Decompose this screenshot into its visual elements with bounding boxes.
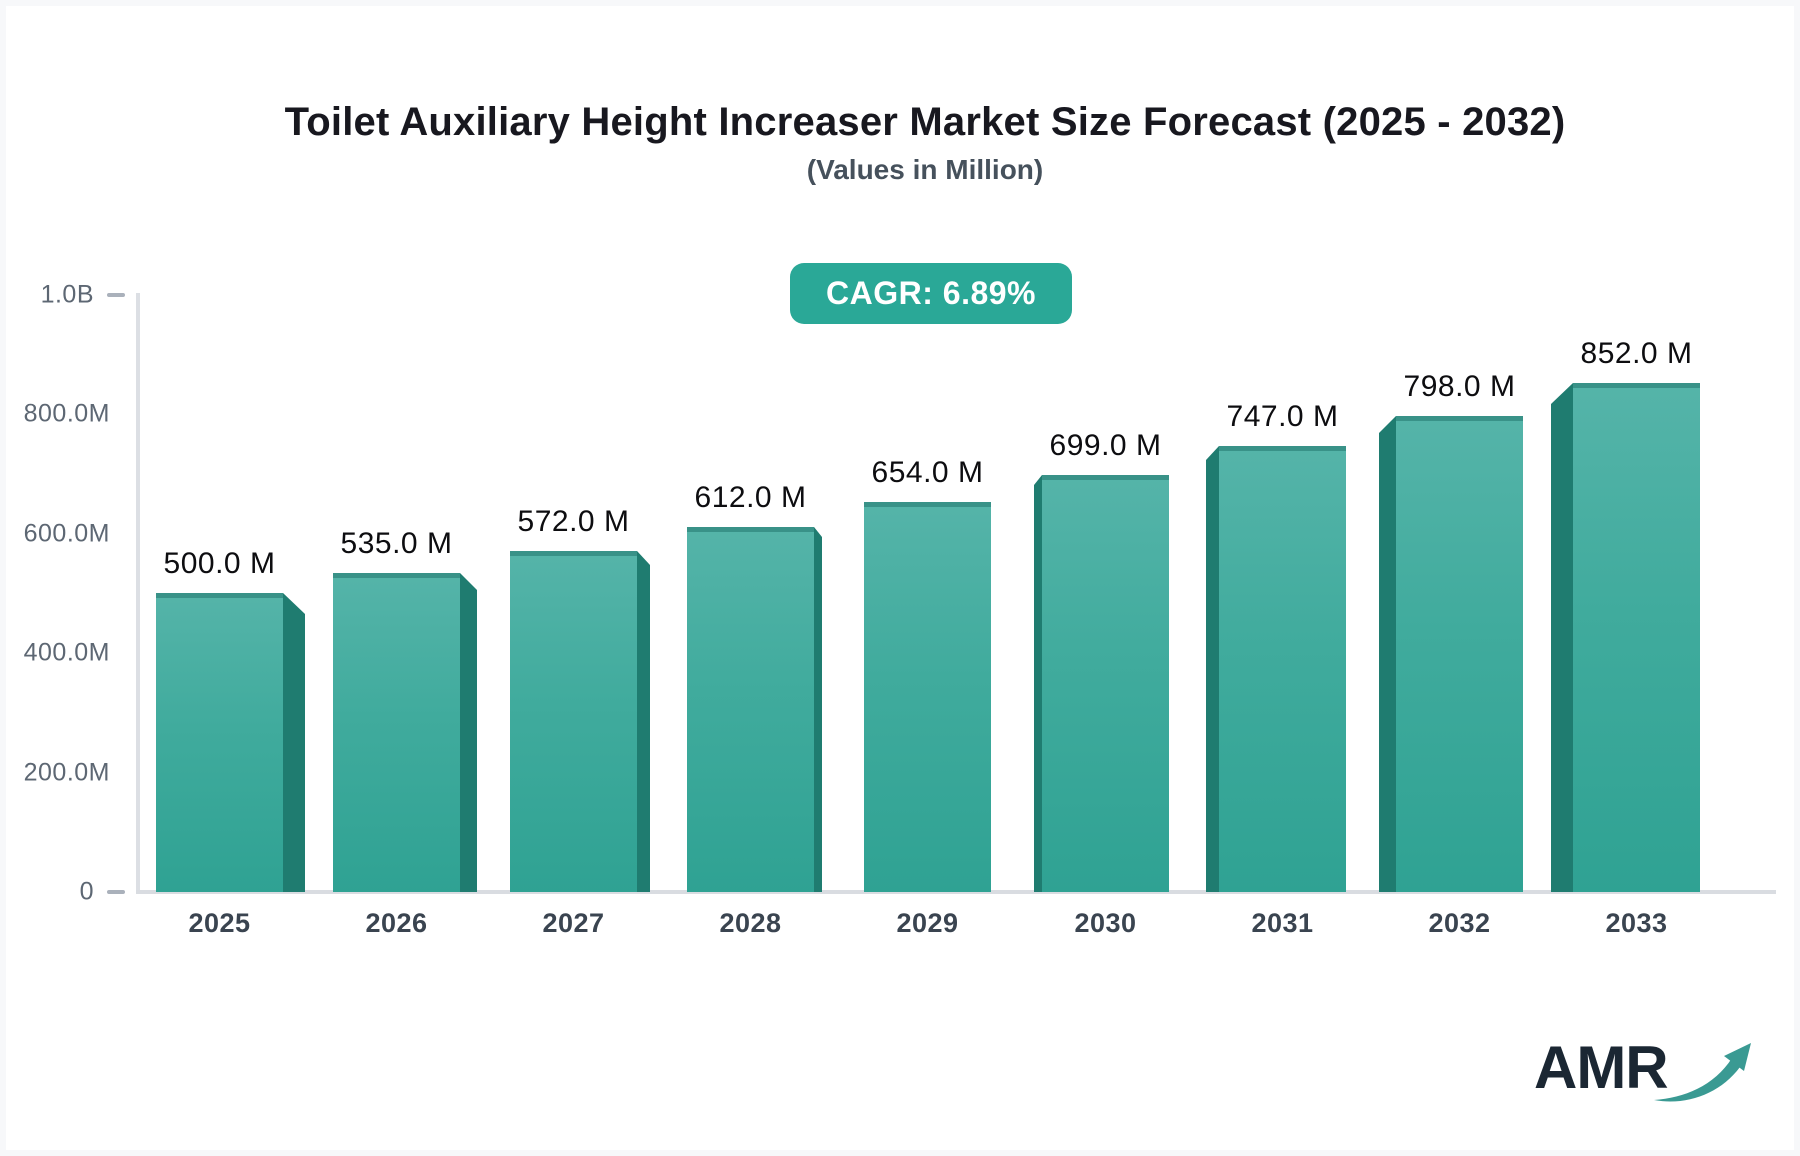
bar-value-label: 852.0 M xyxy=(1580,337,1693,370)
y-axis-tick xyxy=(107,293,125,297)
y-axis-line xyxy=(136,293,140,892)
logo-text: AMR xyxy=(1534,1034,1669,1101)
x-axis-label-2033: 2033 xyxy=(1605,908,1668,938)
x-axis-label-2031: 2031 xyxy=(1251,908,1314,938)
bar-3d-side xyxy=(1551,383,1573,892)
bar-value-label: 798.0 M xyxy=(1403,370,1516,403)
bar-value-label: 654.0 M xyxy=(871,456,984,489)
bar-3d-side xyxy=(1379,416,1396,892)
bar-2025 xyxy=(156,593,283,892)
bar-3d-side xyxy=(1206,446,1219,892)
bar-value-label: 699.0 M xyxy=(1049,429,1162,462)
bar-value-label: 535.0 M xyxy=(340,527,453,560)
y-axis-label: 400.0M xyxy=(23,638,110,667)
chart-title: Toilet Auxiliary Height Increaser Market… xyxy=(284,100,1566,144)
x-axis-label-2029: 2029 xyxy=(896,908,959,938)
bar-2031 xyxy=(1219,446,1346,892)
y-axis-label: 1.0B xyxy=(40,280,94,309)
bar-2032 xyxy=(1396,416,1523,892)
y-axis-label: 600.0M xyxy=(23,519,110,548)
bar-3d-side xyxy=(1034,475,1042,892)
x-axis-label-2028: 2028 xyxy=(719,908,782,938)
amr-logo: AMR xyxy=(1534,1038,1754,1106)
y-axis-label: 200.0M xyxy=(23,758,110,787)
cagr-badge: CAGR: 6.89% xyxy=(790,263,1072,324)
bar-2033 xyxy=(1573,383,1700,892)
growth-arrow-icon xyxy=(1653,1043,1751,1102)
bar-3d-side xyxy=(637,551,650,892)
y-axis-label: 800.0M xyxy=(23,399,110,428)
bar-value-label: 500.0 M xyxy=(163,547,276,580)
x-axis-baseline xyxy=(136,890,1776,894)
bar-3d-side xyxy=(814,527,822,892)
chart-subtitle: (Values in Million) xyxy=(806,154,1044,185)
bar-3d-side xyxy=(283,593,305,892)
x-axis-label-2032: 2032 xyxy=(1428,908,1491,938)
x-axis-label-2026: 2026 xyxy=(365,908,428,938)
y-axis-label: 0 xyxy=(79,877,94,906)
bar-2026 xyxy=(333,573,460,892)
bar-2030 xyxy=(1042,475,1169,892)
x-axis-label-2025: 2025 xyxy=(188,908,251,938)
x-axis-label-2030: 2030 xyxy=(1074,908,1137,938)
bar-value-label: 612.0 M xyxy=(694,481,807,514)
bar-value-label: 572.0 M xyxy=(517,505,630,538)
bar-2029 xyxy=(864,502,991,892)
bar-2027 xyxy=(510,551,637,892)
bar-3d-side xyxy=(460,573,477,892)
x-axis-label-2027: 2027 xyxy=(542,908,605,938)
y-axis-tick xyxy=(107,890,125,894)
bar-value-label: 747.0 M xyxy=(1226,400,1339,433)
bar-2028 xyxy=(687,527,814,892)
